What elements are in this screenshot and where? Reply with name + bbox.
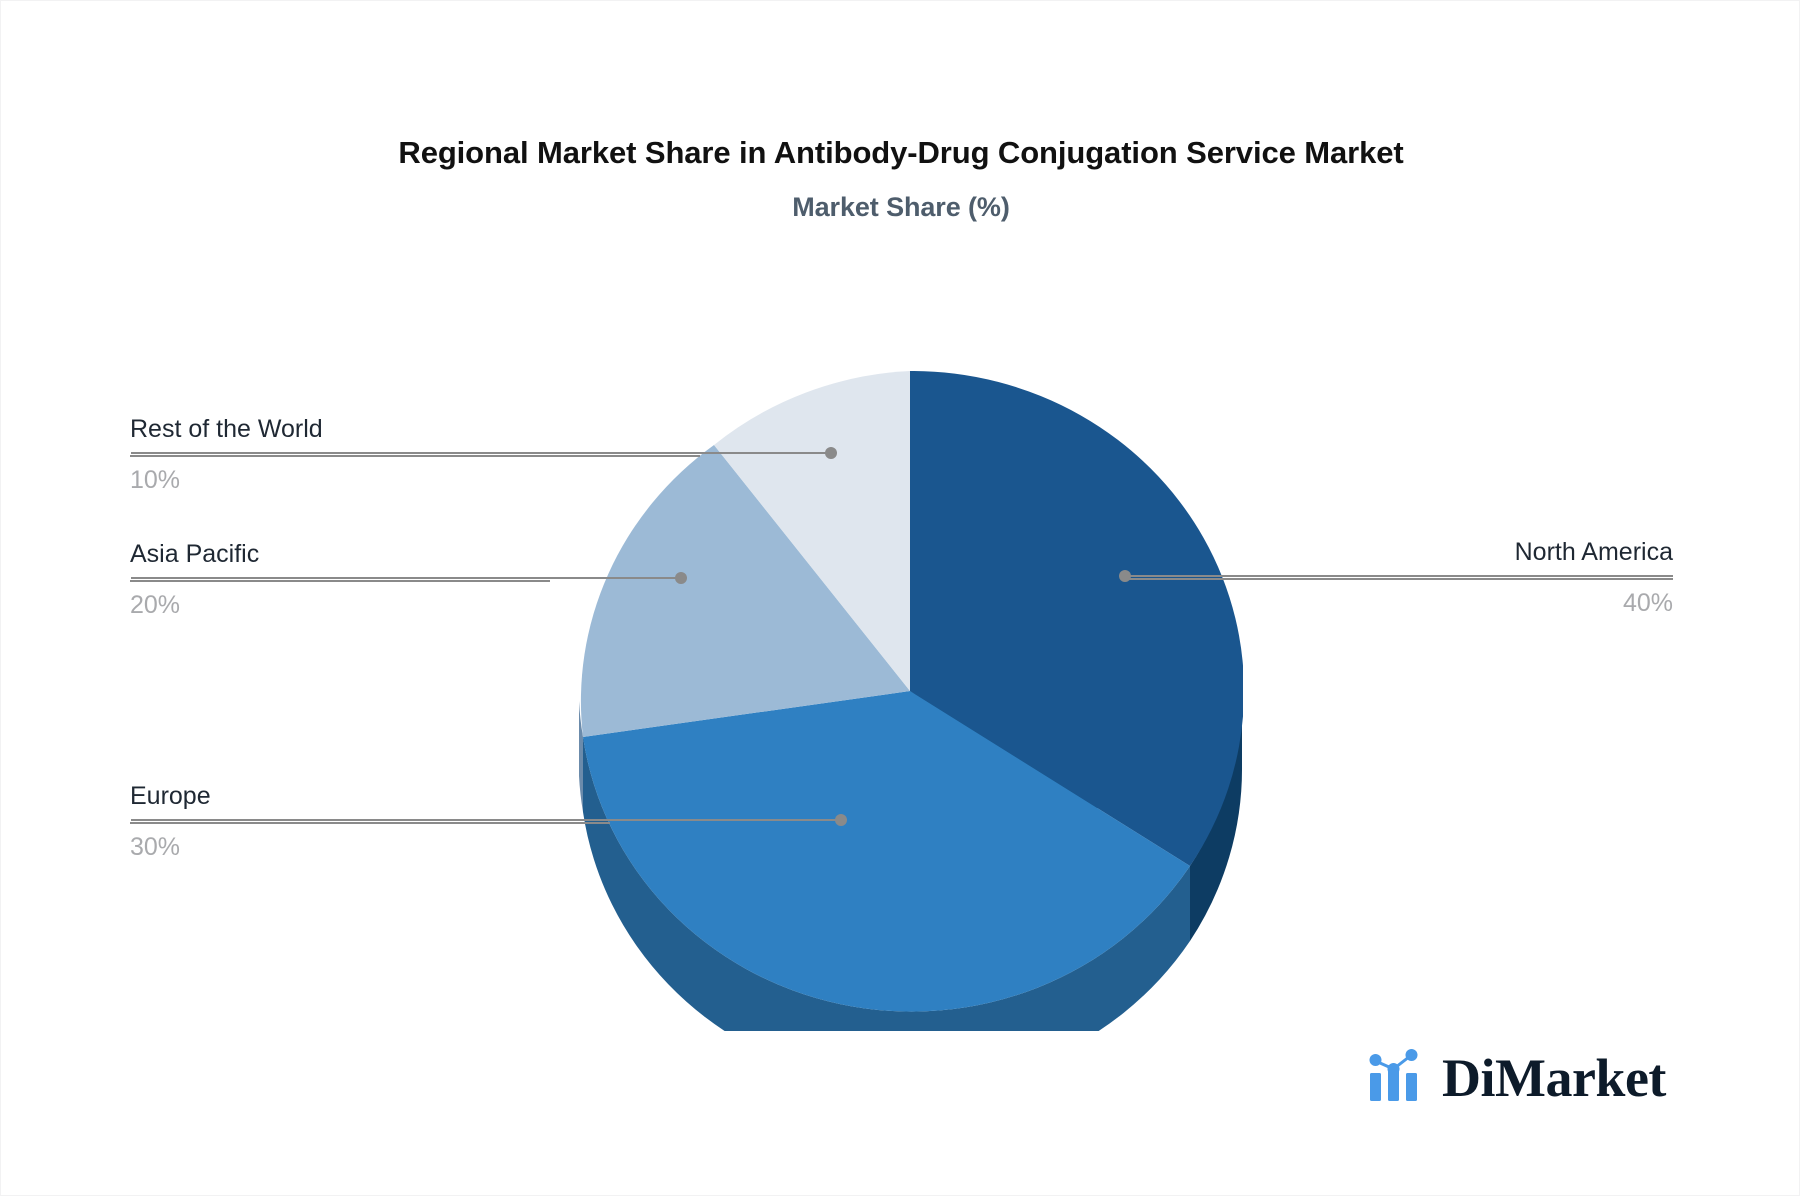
callout-label-asia-pacific: Asia Pacific: [130, 540, 260, 568]
callout-asia-pacific: Asia Pacific 20%: [130, 542, 550, 618]
side-wall-europe: [583, 737, 1190, 1031]
brand-logo-text: DiMarket: [1442, 1047, 1666, 1108]
slice-north-america[interactable]: [910, 371, 1243, 866]
callout-value-europe: 30%: [130, 833, 181, 861]
callout-rule-europe: [130, 822, 610, 824]
page-title: Regional Market Share in Antibody-Drug C…: [398, 135, 1404, 170]
callout-label-north-america: North America: [1514, 538, 1673, 566]
callout-value-north-america: 40%: [1622, 589, 1673, 617]
callout-north-america: North America 40%: [1123, 540, 1673, 616]
slice-europe[interactable]: [583, 691, 1190, 1012]
callout-value-rest-of-the-world: 10%: [130, 466, 181, 494]
slice-asia-pacific[interactable]: [580, 445, 910, 737]
side-wall-asia-pacific: [579, 701, 583, 812]
pie-slices: [580, 371, 1243, 1012]
bar-chart-logo-icon: [1368, 1047, 1430, 1108]
callout-rule-north-america: [1123, 578, 1673, 580]
side-wall-na-skirt: [1190, 691, 1243, 941]
callout-rule-asia-pacific: [130, 580, 550, 582]
callout-rest-of-the-world: Rest of the World 10%: [130, 417, 700, 493]
brand-logo: DiMarket: [1368, 1047, 1666, 1108]
callout-label-europe: Europe: [130, 782, 211, 810]
slice-rest-of-the-world[interactable]: [714, 371, 910, 691]
pie-chart: [577, 371, 1243, 1031]
pie-svg: [579, 371, 1243, 1031]
callout-label-rest-of-the-world: Rest of the World: [130, 415, 323, 443]
callout-value-asia-pacific: 20%: [130, 591, 181, 619]
chart-subtitle: Market Share (%): [792, 192, 1010, 222]
callout-europe: Europe 30%: [130, 784, 610, 860]
callout-rule-rest-of-the-world: [130, 455, 700, 457]
